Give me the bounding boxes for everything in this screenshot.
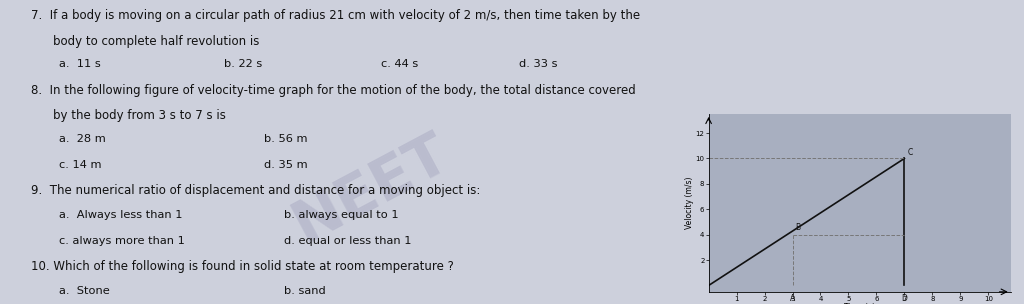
Text: d. 35 m: d. 35 m <box>264 160 307 170</box>
Text: b. 22 s: b. 22 s <box>223 59 262 69</box>
Text: D: D <box>901 294 907 303</box>
Text: B: B <box>796 223 801 232</box>
Text: by the body from 3 s to 7 s is: by the body from 3 s to 7 s is <box>52 109 225 123</box>
Text: 7.  If a body is moving on a circular path of radius 21 cm with velocity of 2 m/: 7. If a body is moving on a circular pat… <box>31 9 640 22</box>
Text: A: A <box>790 294 796 303</box>
Text: 8.  In the following figure of velocity-time graph for the motion of the body, t: 8. In the following figure of velocity-t… <box>31 84 635 97</box>
Text: b. 56 m: b. 56 m <box>264 134 307 144</box>
Text: b. always equal to 1: b. always equal to 1 <box>284 210 398 220</box>
Text: c. 14 m: c. 14 m <box>59 160 102 170</box>
Text: c. 44 s: c. 44 s <box>381 59 419 69</box>
Text: c. always more than 1: c. always more than 1 <box>59 236 185 246</box>
Text: a.  28 m: a. 28 m <box>59 134 106 144</box>
X-axis label: Time (s): Time (s) <box>844 303 876 304</box>
Text: a.  11 s: a. 11 s <box>59 59 101 69</box>
Text: d. equal or less than 1: d. equal or less than 1 <box>284 236 412 246</box>
Text: body to complete half revolution is: body to complete half revolution is <box>52 35 259 48</box>
Text: d. 33 s: d. 33 s <box>519 59 557 69</box>
Text: 10. Which of the following is found in solid state at room temperature ?: 10. Which of the following is found in s… <box>31 260 454 273</box>
Text: a.  Stone: a. Stone <box>59 286 111 296</box>
Text: b. sand: b. sand <box>284 286 326 296</box>
Text: NEET: NEET <box>284 124 459 253</box>
Text: C: C <box>907 148 912 157</box>
Text: 9.  The numerical ratio of displacement and distance for a moving object is:: 9. The numerical ratio of displacement a… <box>31 184 480 197</box>
Text: a.  Always less than 1: a. Always less than 1 <box>59 210 183 220</box>
Y-axis label: Velocity (m/s): Velocity (m/s) <box>685 177 694 229</box>
